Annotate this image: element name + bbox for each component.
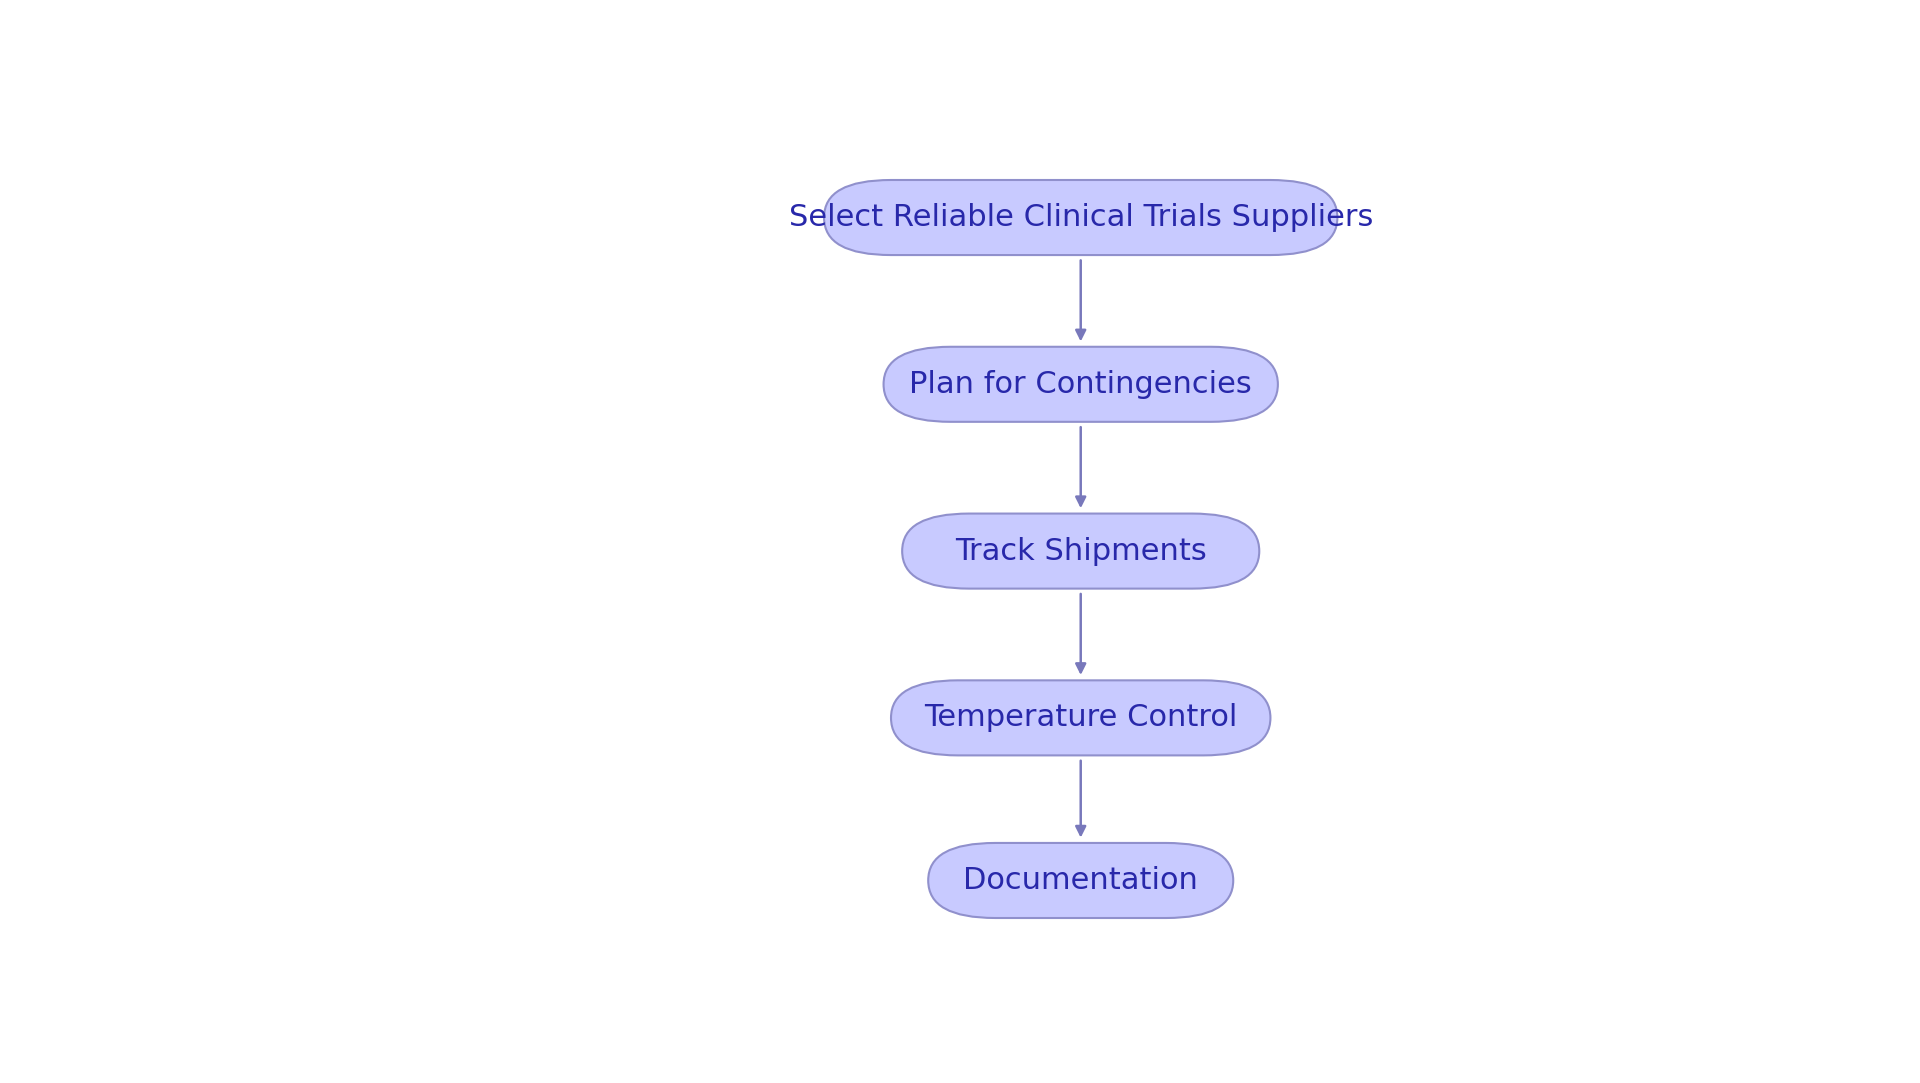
FancyBboxPatch shape bbox=[927, 843, 1233, 918]
Text: Documentation: Documentation bbox=[964, 866, 1198, 895]
Text: Temperature Control: Temperature Control bbox=[924, 703, 1236, 732]
Text: Plan for Contingencies: Plan for Contingencies bbox=[910, 369, 1252, 399]
Text: Select Reliable Clinical Trials Suppliers: Select Reliable Clinical Trials Supplier… bbox=[789, 203, 1373, 232]
FancyBboxPatch shape bbox=[891, 680, 1271, 756]
Text: Track Shipments: Track Shipments bbox=[954, 536, 1206, 565]
FancyBboxPatch shape bbox=[883, 347, 1279, 422]
FancyBboxPatch shape bbox=[824, 180, 1338, 256]
FancyBboxPatch shape bbox=[902, 513, 1260, 589]
